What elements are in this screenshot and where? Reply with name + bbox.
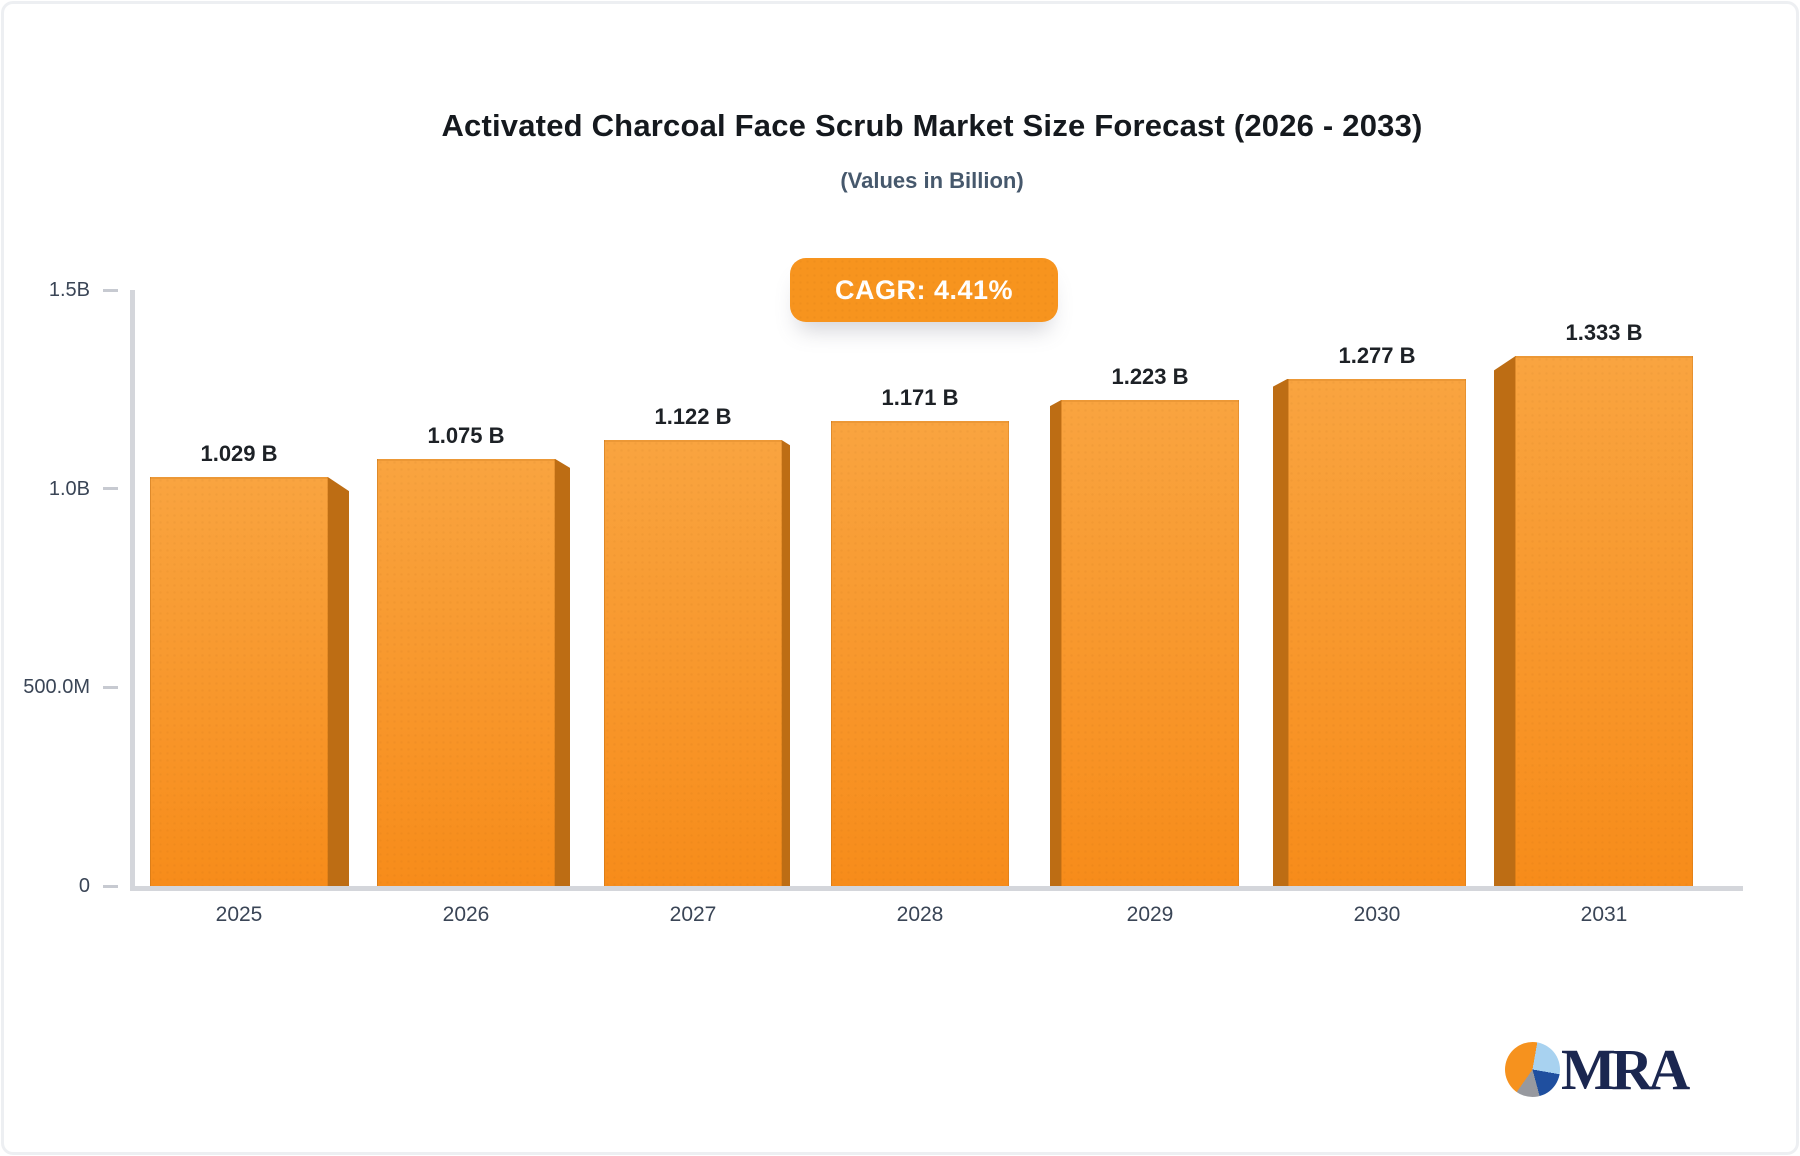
y-tick-dash (103, 685, 118, 689)
bar-value-label: 1.122 B (654, 404, 732, 430)
cagr-badge-label: CAGR: 4.41% (834, 274, 1014, 305)
logo-pie-icon (1505, 1041, 1560, 1097)
bar-side-2026 (555, 458, 570, 886)
x-axis-label-2026: 2026 (442, 903, 490, 926)
bar-2028[interactable] (831, 420, 1009, 887)
y-tick-dash (103, 884, 118, 888)
y-tick-label: 1.5B (48, 279, 90, 301)
y-tick-dash (103, 288, 118, 292)
x-axis-label-2031: 2031 (1580, 903, 1628, 926)
bar-value-label: 1.075 B (427, 422, 505, 448)
bar-2030[interactable] (1288, 378, 1466, 887)
y-axis (130, 290, 135, 891)
y-tick-label: 0 (78, 875, 90, 897)
bar-2031[interactable] (1515, 356, 1693, 886)
x-axis-label-2030: 2030 (1353, 903, 1401, 926)
bar-2026[interactable] (377, 458, 555, 887)
x-axis (130, 886, 1743, 891)
x-axis-label-2025: 2025 (215, 903, 263, 926)
cagr-badge: CAGR: 4.41% (790, 258, 1058, 322)
bar-side-2030 (1273, 378, 1288, 886)
bar-value-label: 1.333 B (1565, 320, 1643, 346)
bar-2029[interactable] (1061, 400, 1239, 886)
bar-side-2029 (1050, 400, 1061, 886)
bar-side-2027 (782, 440, 790, 886)
bar-value-label: 1.223 B (1111, 364, 1189, 390)
bar-2025[interactable] (150, 477, 328, 886)
bar-value-label: 1.029 B (200, 441, 278, 467)
x-axis-label-2027: 2027 (669, 903, 717, 926)
brand-logo: MRA (1505, 1036, 1690, 1102)
bar-2027[interactable] (604, 440, 782, 886)
page-title: Activated Charcoal Face Scrub Market Siz… (441, 108, 1423, 143)
logo-text: MRA (1561, 1036, 1690, 1102)
y-tick-label: 1.0B (48, 477, 90, 500)
x-axis-label-2028: 2028 (896, 903, 944, 926)
page-subtitle: (Values in Billion) (840, 168, 1024, 193)
x-axis-label-2029: 2029 (1126, 903, 1174, 926)
y-tick-label: 500.0M (23, 676, 90, 699)
bar-value-label: 1.171 B (881, 384, 959, 410)
bar-side-2025 (328, 477, 349, 886)
bar-value-label: 1.277 B (1338, 342, 1416, 368)
y-tick-dash (103, 487, 118, 491)
bar-side-2031 (1494, 356, 1515, 886)
